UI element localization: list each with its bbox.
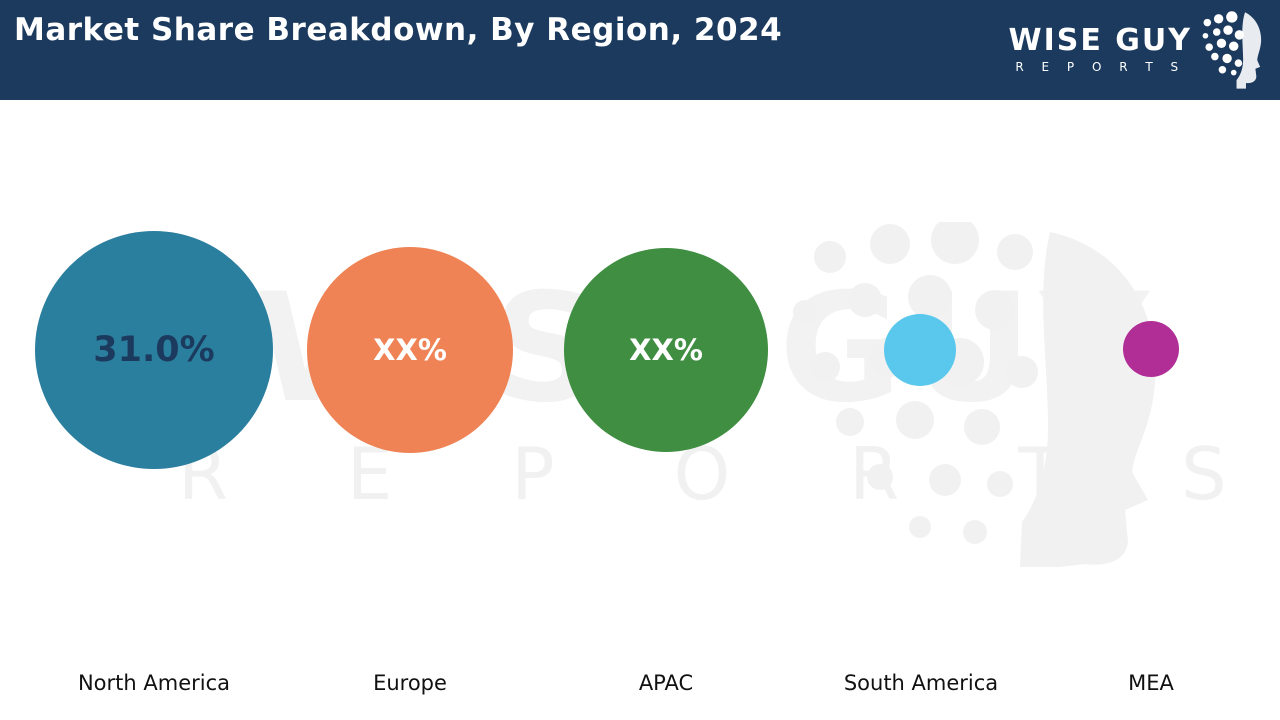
bubble-apac: XX% bbox=[564, 248, 768, 452]
bubble-europe: XX% bbox=[307, 247, 513, 453]
watermark-reports-text: R E P O R T S bbox=[178, 432, 1275, 516]
header-bar: Market Share Breakdown, By Region, 2024 … bbox=[0, 0, 1280, 100]
category-label-europe: Europe bbox=[373, 671, 447, 695]
page-title: Market Share Breakdown, By Region, 2024 bbox=[14, 12, 783, 48]
bubble-north-america: 31.0% bbox=[35, 231, 273, 469]
brand-subname: R E P O R T S bbox=[1015, 60, 1186, 74]
brand-head-icon bbox=[1202, 11, 1262, 89]
category-label-north-america: North America bbox=[77, 671, 231, 695]
brand-logo: WISE GUY R E P O R T S bbox=[1008, 0, 1262, 90]
category-label-apac: APAC bbox=[638, 671, 694, 695]
watermark-head-icon: > bbox=[793, 222, 1156, 567]
bubble-value-label-north-america: 31.0% bbox=[93, 330, 215, 370]
brand-text: WISE GUY R E P O R T S bbox=[1008, 24, 1192, 74]
bubble-south-america bbox=[884, 314, 956, 386]
bubble-mea bbox=[1123, 321, 1179, 377]
bubble-value-label-apac: XX% bbox=[629, 333, 703, 367]
category-label-mea: MEA bbox=[1128, 671, 1174, 695]
brand-name: WISE GUY bbox=[1008, 23, 1192, 58]
bubble-value-label-europe: XX% bbox=[373, 333, 447, 367]
category-label-south-america: South America bbox=[843, 671, 999, 695]
